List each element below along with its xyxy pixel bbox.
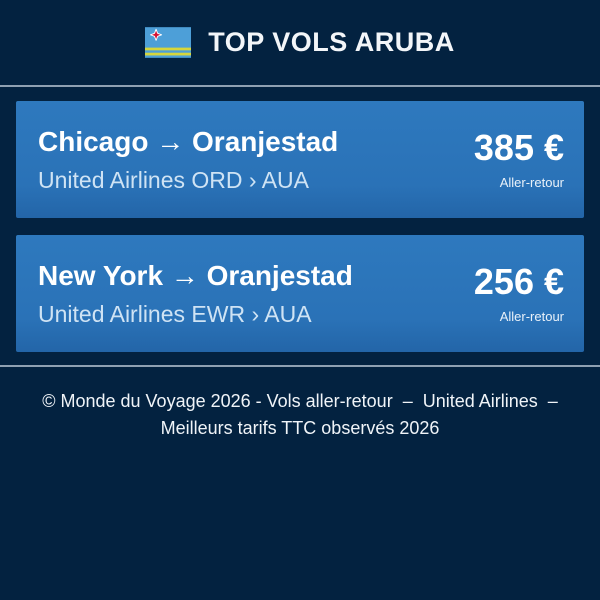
- aruba-flag-icon: [145, 27, 192, 58]
- price-value: 256 €: [473, 260, 564, 302]
- price-value: 385 €: [473, 126, 564, 168]
- price-note: Aller-retour: [499, 308, 564, 324]
- price-note: Aller-retour: [499, 174, 564, 190]
- flight-info: New York → Oranjestad United Airlines EW…: [38, 260, 353, 328]
- footer-divider: [0, 365, 600, 367]
- flight-card-chicago-oranjestad[interactable]: Chicago → Oranjestad United Airlines ORD…: [16, 101, 584, 218]
- flight-info: Chicago → Oranjestad United Airlines ORD…: [38, 126, 338, 194]
- price-block: 256 € Aller-retour: [473, 260, 564, 324]
- header-divider: [0, 85, 600, 87]
- route-title: Chicago → Oranjestad: [38, 125, 339, 157]
- footer-tagline: Meilleurs tarifs TTC observés 2026: [160, 418, 440, 438]
- route-details: United Airlines ORD › AUA: [38, 166, 309, 193]
- footer: © Monde du Voyage 2026 - Vols aller-reto…: [0, 367, 600, 442]
- price-block: 385 € Aller-retour: [473, 126, 564, 190]
- deals-list: Chicago → Oranjestad United Airlines ORD…: [0, 87, 600, 365]
- header: TOP VOLS ARUBA: [0, 0, 600, 85]
- flight-card-newyork-oranjestad[interactable]: New York → Oranjestad United Airlines EW…: [16, 235, 584, 352]
- footer-copyright-line: © Monde du Voyage 2026 - Vols aller-reto…: [42, 391, 558, 411]
- route-details: United Airlines EWR › AUA: [38, 300, 312, 327]
- page-title: TOP VOLS ARUBA: [208, 27, 455, 57]
- route-title: New York → Oranjestad: [38, 259, 353, 291]
